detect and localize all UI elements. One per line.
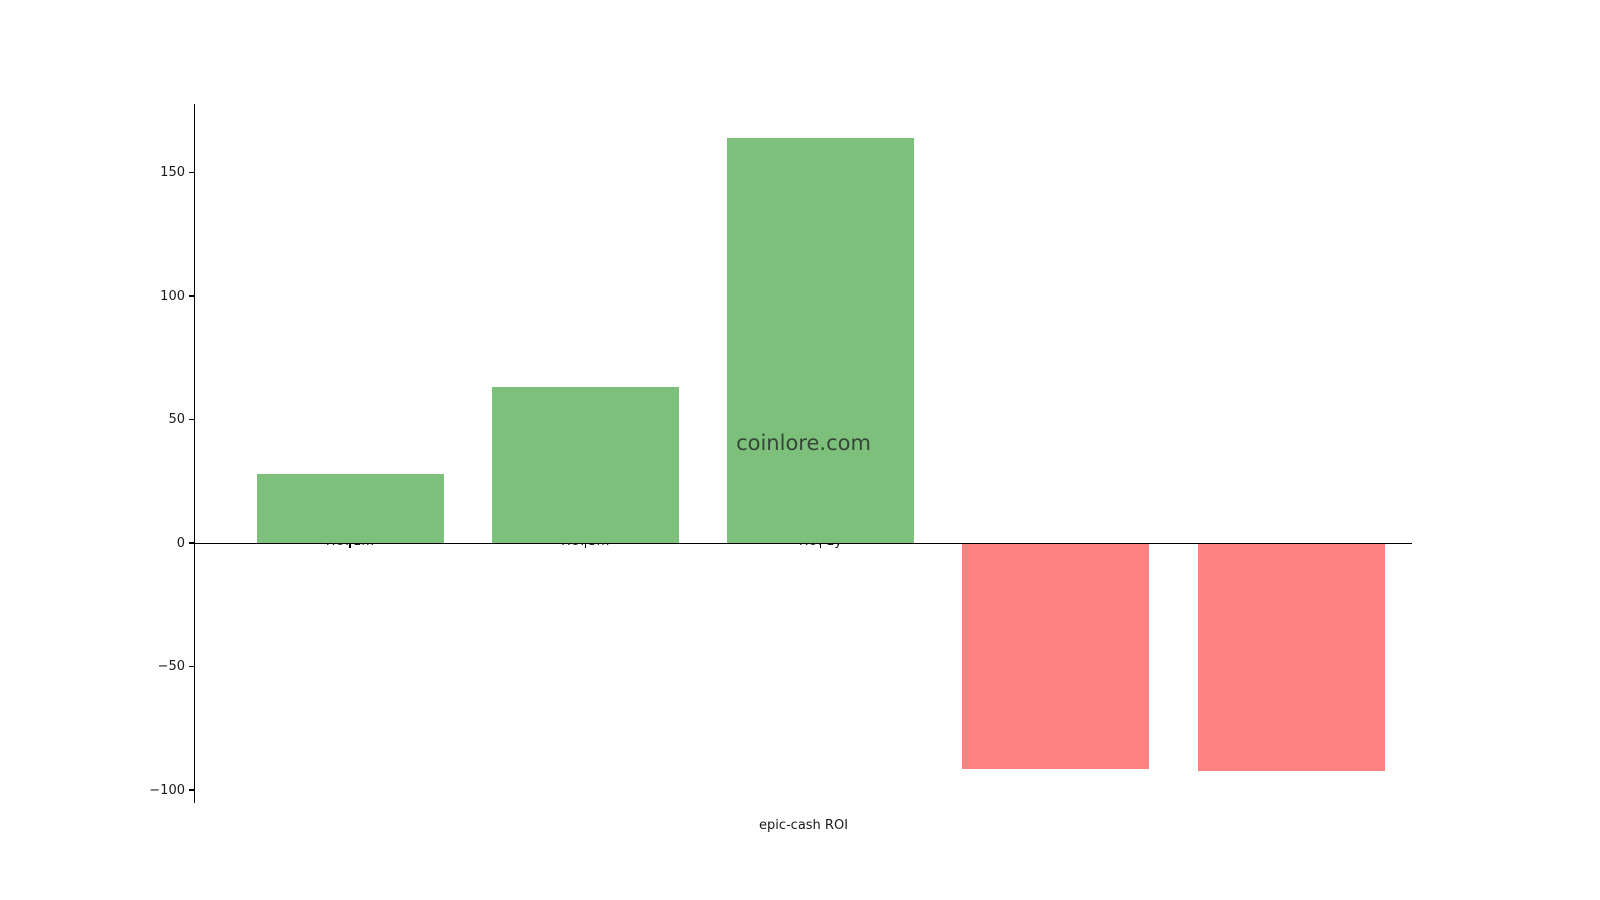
y-tick-mark — [189, 542, 194, 544]
y-tick-mark — [189, 665, 194, 668]
x-axis-title: epic-cash ROI — [758, 818, 849, 833]
x-tick-mark — [584, 543, 586, 549]
bar-negative-4 — [1197, 544, 1385, 772]
bar-roi-1m — [256, 473, 444, 544]
y-tick-label: 100 — [160, 288, 185, 304]
y-tick-label: −100 — [149, 782, 185, 798]
y-tick-mark — [189, 295, 194, 297]
x-tick-mark — [349, 543, 351, 549]
y-tick-mark — [189, 171, 194, 174]
y-axis-line — [194, 104, 196, 803]
y-tick-mark — [189, 789, 194, 791]
bar-roi-3m — [491, 387, 679, 544]
bar-negative-3 — [962, 544, 1150, 769]
y-tick-label: 150 — [160, 165, 185, 181]
x-tick-mark — [819, 543, 822, 549]
bar-roi-1y — [727, 138, 914, 544]
y-tick-label: −50 — [157, 659, 185, 675]
y-tick-mark — [189, 418, 194, 421]
x-axis-zero-line — [195, 542, 1412, 544]
y-tick-label: 50 — [168, 412, 185, 428]
watermark-text: coinlore.com — [736, 431, 871, 455]
y-tick-label: 0 — [176, 535, 185, 551]
